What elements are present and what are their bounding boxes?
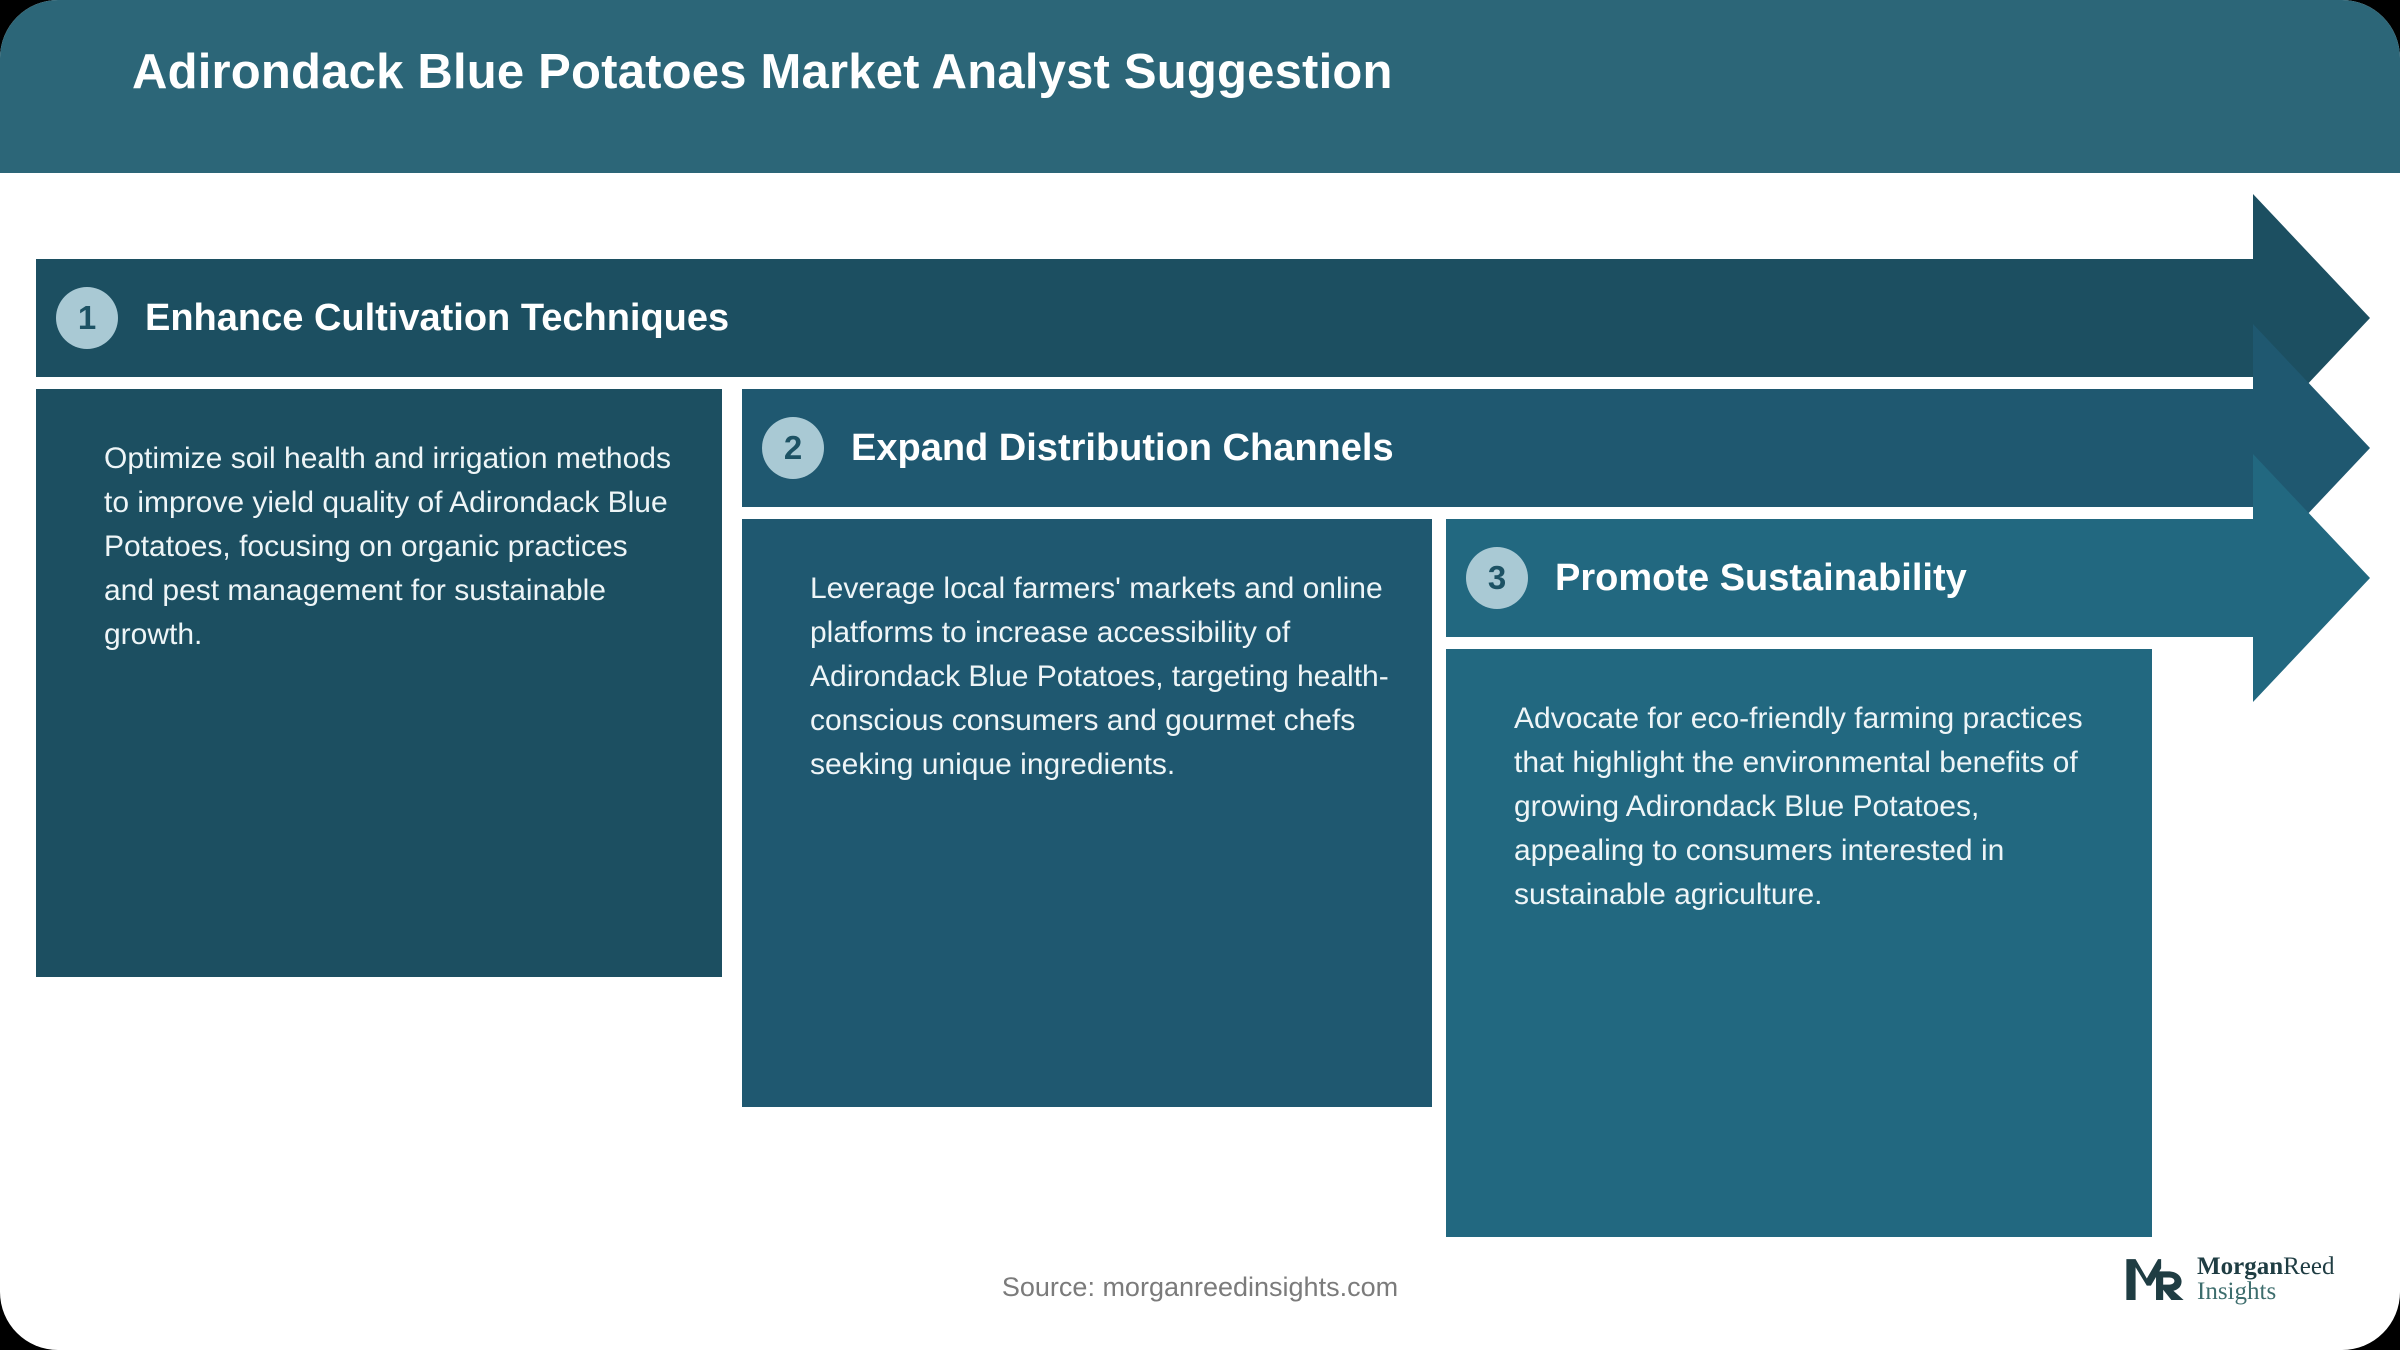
logo-line-1: MorganReed: [2197, 1252, 2335, 1280]
step-body-text-2: Leverage local farmers' markets and onli…: [810, 572, 1389, 782]
step-header-1: 1 Enhance Cultivation Techniques: [56, 274, 729, 362]
step-title-2: Expand Distribution Channels: [851, 426, 1394, 469]
step-body-text-1: Optimize soil health and irrigation meth…: [104, 442, 671, 652]
step-title-1: Enhance Cultivation Techniques: [145, 296, 730, 339]
header-bar: Adirondack Blue Potatoes Market Analyst …: [0, 0, 2400, 173]
logo-wordmark: MorganReed Insights: [2197, 1252, 2335, 1305]
logo-insights: Insights: [2197, 1278, 2277, 1305]
page-title: Adirondack Blue Potatoes Market Analyst …: [132, 45, 1393, 99]
brand-logo: MorganReed Insights: [2124, 1248, 2334, 1310]
step-body-2: Leverage local farmers' markets and onli…: [742, 519, 1432, 1107]
step-body-text-3: Advocate for eco-friendly farming practi…: [1514, 702, 2083, 912]
step-body-3: Advocate for eco-friendly farming practi…: [1446, 649, 2152, 1237]
logo-reed: Reed: [2283, 1252, 2335, 1280]
step-number-badge-2: 2: [762, 417, 824, 479]
step-number-badge-3: 3: [1466, 547, 1528, 609]
step-header-2: 2 Expand Distribution Channels: [762, 404, 1394, 492]
step-number-badge-1: 1: [56, 287, 118, 349]
logo-morgan: Morgan: [2197, 1252, 2284, 1280]
step-body-1: Optimize soil health and irrigation meth…: [36, 389, 722, 977]
step-title-3: Promote Sustainability: [1555, 556, 1967, 599]
mr-monogram-icon: [2126, 1259, 2184, 1300]
step-header-3: 3 Promote Sustainability: [1466, 534, 1967, 622]
source-label: Source: morganreedinsights.com: [1001, 1272, 1399, 1302]
